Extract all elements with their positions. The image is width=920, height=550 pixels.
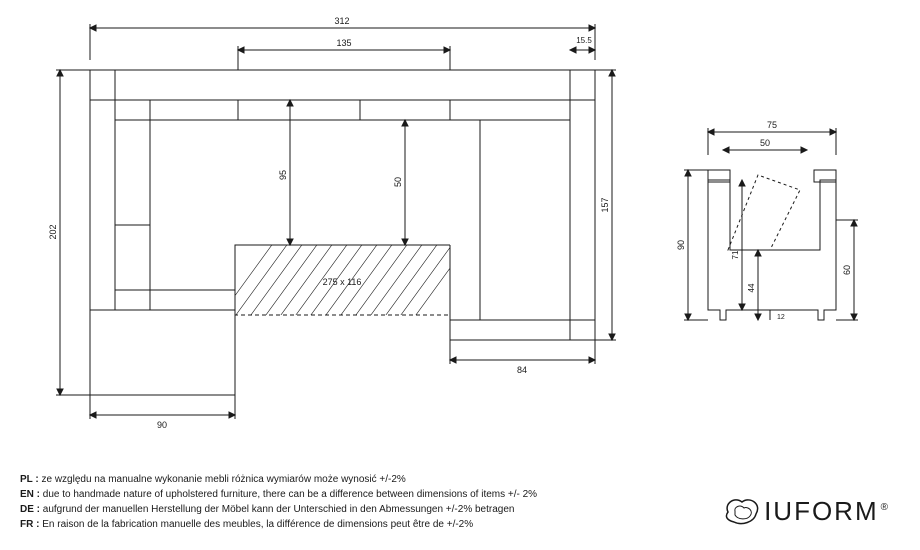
- logo-text: IUFORM®: [764, 496, 890, 527]
- dim-s50: 50: [760, 138, 770, 148]
- disclaimer-en: EN : due to handmade nature of upholster…: [20, 487, 537, 502]
- dim-84: 84: [517, 365, 527, 375]
- dim-135: 135: [336, 38, 351, 48]
- disclaimer-block: PL : ze względu na manualne wykonanie me…: [20, 472, 537, 532]
- dim-155: 15.5: [576, 36, 592, 45]
- disclaimer-pl: PL : ze względu na manualne wykonanie me…: [20, 472, 537, 487]
- disclaimer-de: DE : aufgrund der manuellen Herstellung …: [20, 502, 537, 517]
- dim-157: 157: [600, 197, 610, 212]
- dim-90b: 90: [157, 420, 167, 430]
- dim-s90: 90: [676, 240, 686, 250]
- dim-202: 202: [48, 224, 58, 239]
- side-view-drawing: 75 50 90 71 44 12: [640, 110, 910, 390]
- dim-50: 50: [393, 177, 403, 187]
- logo-mark: [720, 492, 764, 530]
- dim-s71: 71: [731, 250, 740, 259]
- dim-95: 95: [278, 170, 288, 180]
- dim-s60: 60: [842, 265, 852, 275]
- dim-s44: 44: [747, 283, 756, 292]
- brand-logo: IUFORM®: [720, 492, 890, 530]
- dim-312: 312: [334, 16, 349, 26]
- top-view-drawing: 312 135 15.5: [10, 0, 630, 450]
- dim-s75: 75: [767, 120, 777, 130]
- disclaimer-fr: FR : En raison de la fabrication manuell…: [20, 517, 537, 532]
- dim-s12: 12: [777, 314, 785, 321]
- hatch-label: 275 x 116: [323, 277, 362, 287]
